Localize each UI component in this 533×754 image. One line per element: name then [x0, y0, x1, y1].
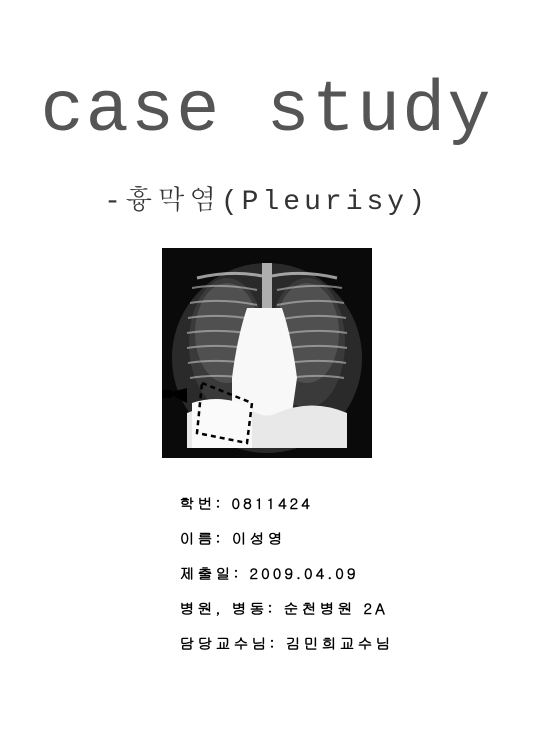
info-value: 순천병원 2A [284, 598, 388, 619]
info-row-name: 이름: 이성영 [179, 528, 285, 549]
info-row-student-id: 학번: 0811424 [179, 493, 312, 514]
info-label: 제출일: [179, 563, 241, 584]
info-row-date: 제출일: 2009.04.09 [179, 563, 358, 584]
info-value: 김민희교수님 [286, 633, 394, 654]
info-value: 2009.04.09 [250, 563, 359, 584]
document-subtitle: -흉막염(Pleurisy) [104, 177, 429, 218]
info-row-hospital: 병원, 병동: 순천병원 2A [179, 598, 387, 619]
info-label: 학번: [179, 493, 223, 514]
info-label: 병원, 병동: [179, 598, 275, 619]
info-block: 학번: 0811424 이름: 이성영 제출일: 2009.04.09 병원, … [179, 493, 393, 654]
xray-image [162, 248, 372, 458]
document-title: case study [40, 70, 492, 152]
info-label: 이름: [179, 528, 223, 549]
info-label: 담당교수님: [179, 633, 277, 654]
info-value: 0811424 [232, 493, 313, 514]
info-row-professor: 담당교수님: 김민희교수님 [179, 633, 393, 654]
info-value: 이성영 [232, 528, 286, 549]
chest-xray-svg [162, 248, 372, 458]
